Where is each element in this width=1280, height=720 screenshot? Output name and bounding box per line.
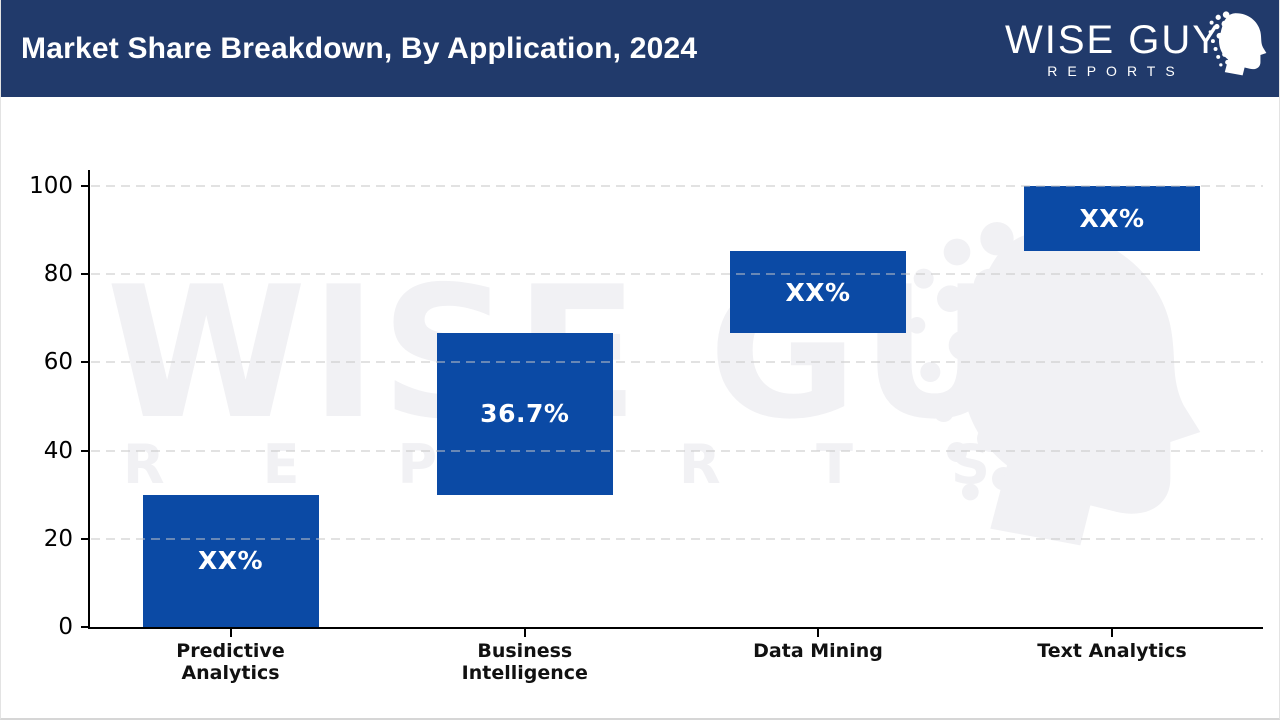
- y-tick-80: [81, 273, 88, 276]
- logo-name-text: WISE GUY: [1004, 17, 1221, 62]
- y-tick-label-80: 80: [43, 261, 73, 288]
- gridline-20: [91, 537, 1263, 540]
- y-tick-20: [81, 537, 88, 540]
- chart-title: Market Share Breakdown, By Application, …: [21, 31, 698, 65]
- gridline-80: [91, 273, 1263, 276]
- bar-value-label: XX%: [197, 546, 264, 576]
- y-tick-label-40: 40: [43, 437, 73, 464]
- gridline-40: [91, 449, 1263, 452]
- x-tick-3: [817, 629, 819, 637]
- y-tick-60: [81, 361, 88, 364]
- bar-value-label: 36.7%: [480, 399, 570, 429]
- x-category-label: Predictive Analytics: [176, 640, 285, 684]
- gridline-100: [91, 185, 1263, 187]
- bar-value-label: XX%: [785, 277, 851, 307]
- y-tick-label-100: 100: [29, 173, 73, 199]
- y-axis-line: [88, 170, 90, 629]
- bar-value-label: XX%: [1079, 204, 1145, 234]
- y-tick-40: [81, 449, 88, 452]
- x-tick-1: [229, 629, 232, 637]
- bar-data-mining: XX%: [730, 251, 906, 333]
- bar-text-analytics: XX%: [1024, 186, 1200, 252]
- x-category-label: Data Mining: [753, 640, 883, 662]
- y-tick-0: [81, 626, 88, 628]
- y-tick-label-60: 60: [43, 349, 73, 376]
- wiseguy-logo: WISE GUY REPORTS: [1005, 8, 1271, 90]
- x-tick-2: [523, 629, 526, 637]
- y-tick-label-0: 0: [58, 614, 73, 640]
- x-axis-line: [88, 627, 1263, 629]
- x-category-label: Text Analytics: [1037, 640, 1187, 662]
- watermark-head-icon: [908, 222, 1201, 546]
- y-tick-100: [81, 185, 88, 187]
- bar-predictive-analytics: XX%: [142, 494, 319, 627]
- header: Market Share Breakdown, By Application, …: [1, 0, 1279, 97]
- logo-sub-text: REPORTS: [1047, 62, 1185, 79]
- y-tick-label-20: 20: [43, 525, 73, 552]
- x-category-label: Business Intelligence: [461, 640, 588, 684]
- x-tick-4: [1111, 629, 1113, 637]
- wiseguy-head-icon: [1208, 10, 1267, 75]
- gridline-60: [91, 361, 1263, 364]
- bar-business-intelligence: 36.7%: [436, 332, 613, 495]
